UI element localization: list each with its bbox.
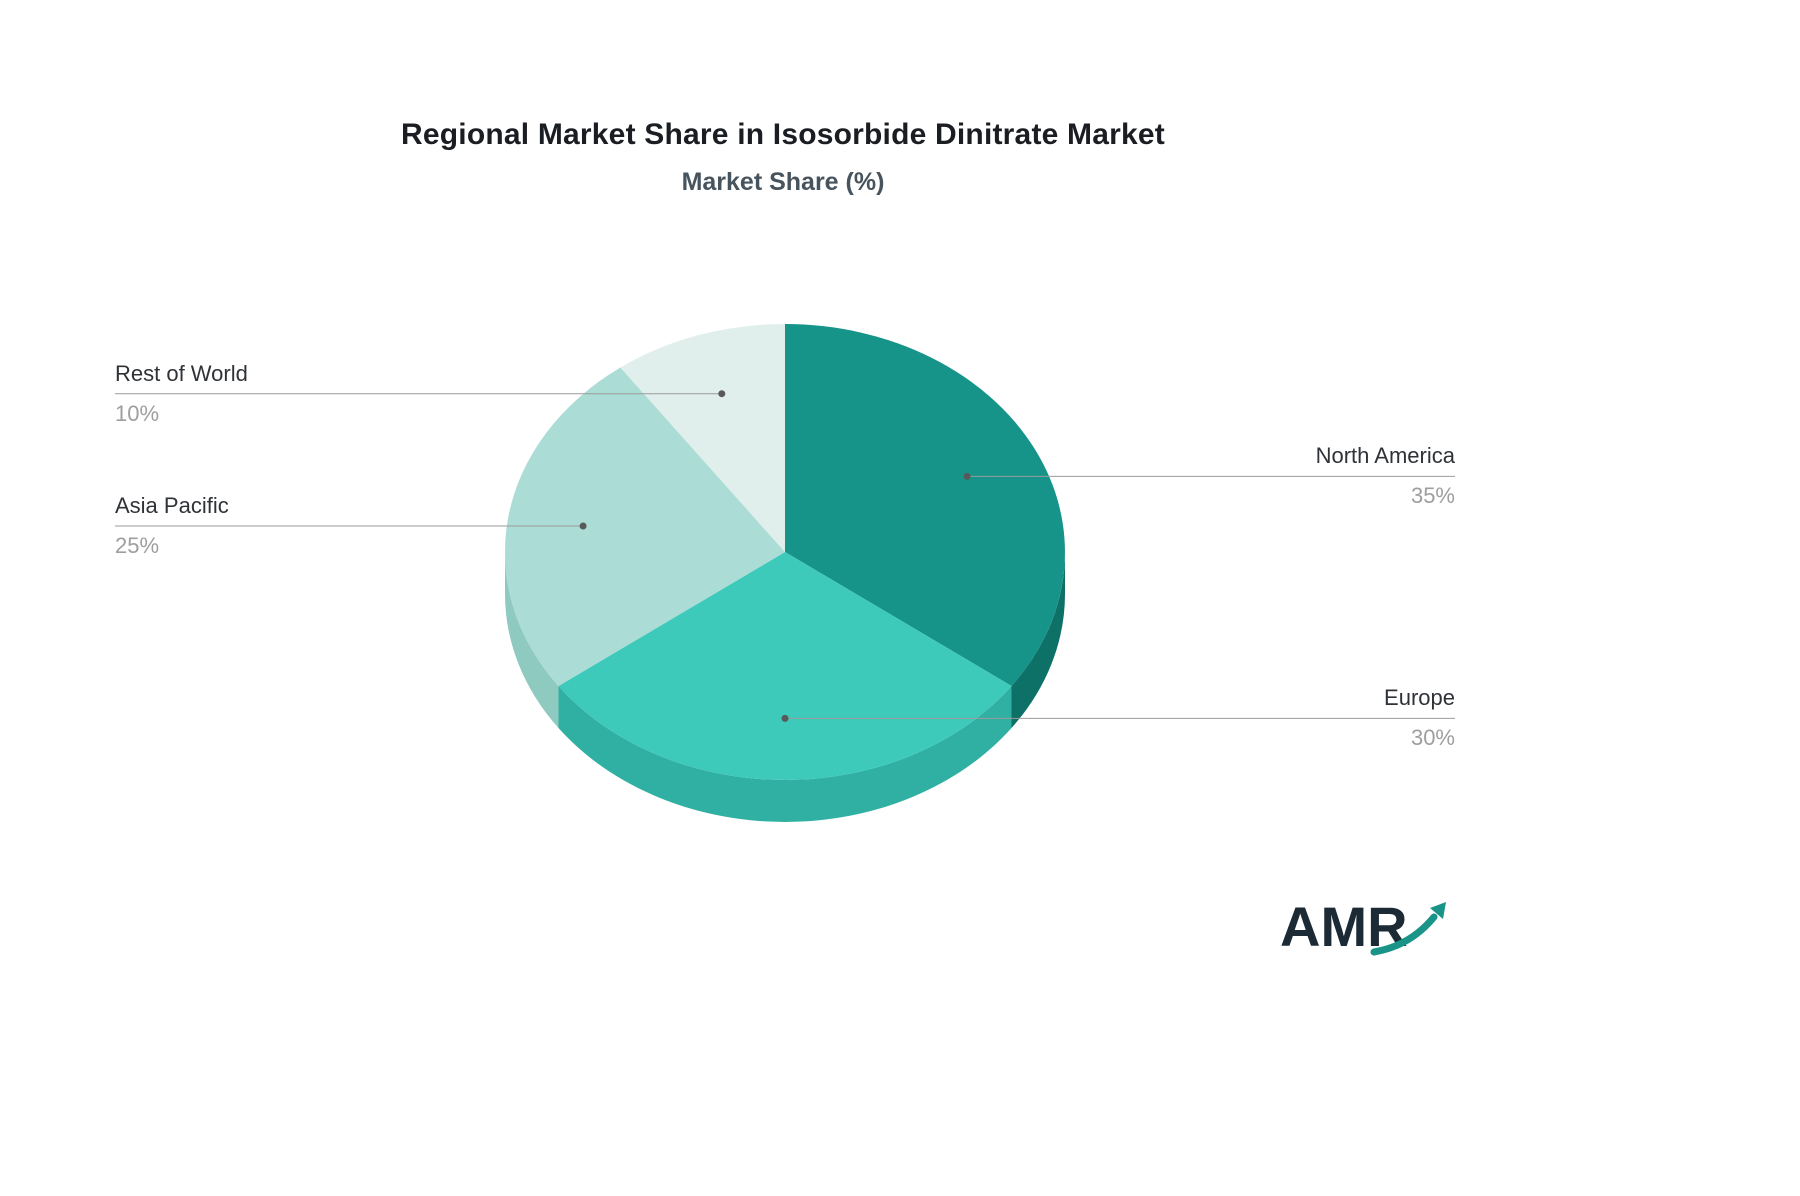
pie-label-rest-of-world: Rest of World — [115, 361, 248, 386]
leader-dot-asia-pacific — [579, 522, 587, 530]
pie-label-europe: Europe — [1384, 685, 1455, 710]
pie-label-asia-pacific: Asia Pacific — [115, 493, 229, 518]
pie-slice-north-america[interactable] — [785, 324, 1065, 686]
pie-slice-europe[interactable] — [558, 552, 1012, 780]
pie-value-north-america: 35% — [1410, 483, 1455, 508]
pie-slice-side-europe — [558, 686, 1012, 822]
pie-label-north-america: North America — [1315, 443, 1455, 468]
leader-dot-europe — [781, 714, 789, 722]
pie-slice-rest-of-world[interactable] — [620, 323, 785, 552]
amr-logo-arrowhead-icon — [1430, 902, 1446, 919]
pie-slice-asia-pacific[interactable] — [504, 367, 785, 687]
pie-value-rest-of-world: 10% — [115, 401, 160, 426]
pie-slice-side-asia-pacific — [505, 552, 559, 728]
leader-dot-rest-of-world — [718, 390, 726, 398]
pie-value-europe: 30% — [1410, 725, 1455, 750]
amr-logo-arrow-icon — [1370, 913, 1438, 956]
chart-subtitle: Market Share (%) — [681, 168, 885, 196]
amr-logo: AMR — [1280, 895, 1446, 958]
leader-dot-north-america — [963, 472, 971, 480]
pie-value-asia-pacific: 25% — [115, 533, 160, 558]
chart-title: Regional Market Share in Isosorbide Dini… — [401, 118, 1165, 151]
pie-slice-side-north-america — [1011, 552, 1065, 728]
